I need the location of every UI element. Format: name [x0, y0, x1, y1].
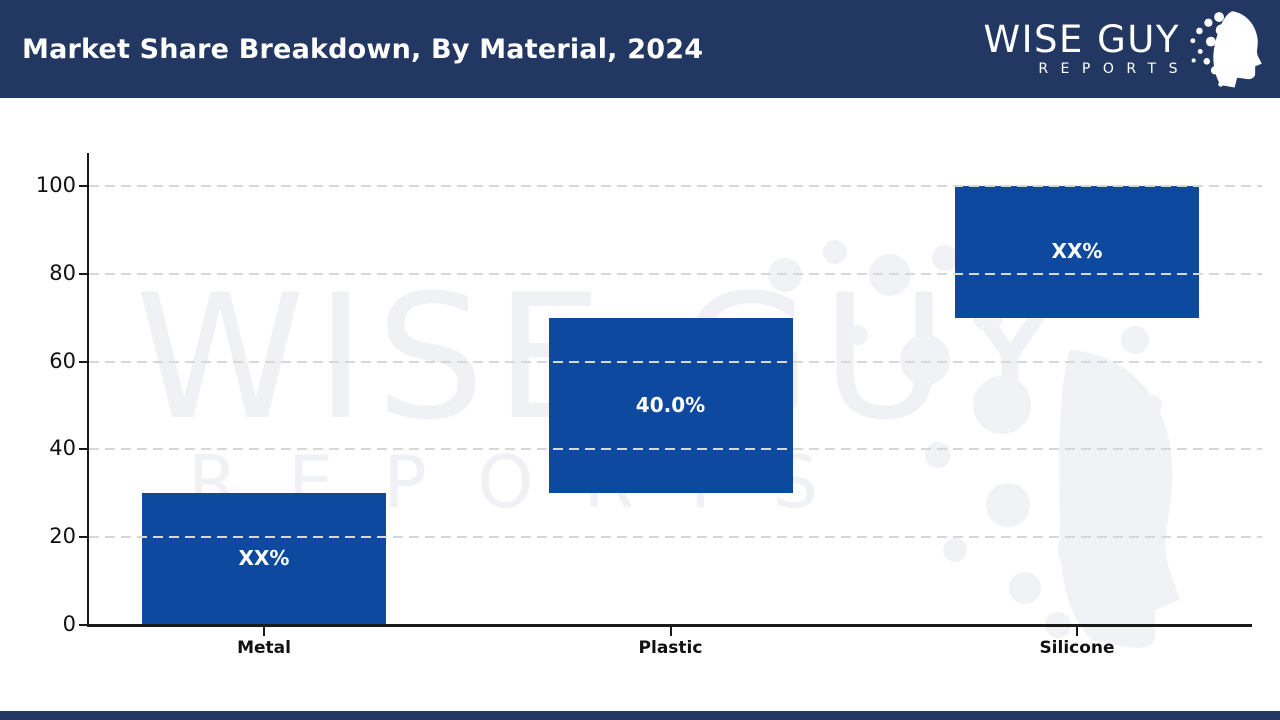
- y-tick-label-20: 20: [49, 524, 76, 549]
- y-tick-20: [79, 536, 87, 539]
- y-tick-label-0: 0: [62, 612, 76, 636]
- bar-value-label-plastic: 40.0%: [635, 392, 706, 417]
- x-tick-metal: [263, 627, 265, 636]
- bar-plastic: [548, 317, 793, 494]
- header-bar: Market Share Breakdown, By Material, 202…: [0, 0, 1280, 98]
- bar-silicone: [955, 186, 1199, 318]
- y-tick-40: [79, 448, 87, 451]
- page-title: Market Share Breakdown, By Material, 202…: [22, 33, 704, 65]
- x-tick-plastic: [669, 627, 672, 636]
- gridline-80: [89, 272, 1262, 275]
- footer-bar: [0, 711, 1280, 720]
- y-tick-80: [79, 272, 87, 275]
- y-tick-100: [79, 185, 87, 187]
- x-axis-label-silicone: Silicone: [1039, 638, 1115, 658]
- bar-value-label-metal: XX%: [238, 546, 290, 571]
- x-axis-line: [87, 624, 1252, 627]
- x-axis-label-metal: Metal: [237, 638, 291, 658]
- gridline-40: [89, 448, 1262, 451]
- x-axis-label-plastic: Plastic: [638, 638, 703, 658]
- y-tick-0: [79, 624, 87, 626]
- y-tick-label-40: 40: [49, 436, 76, 461]
- y-tick-label-100: 100: [35, 173, 76, 197]
- logo-wordmark: WISE GUY: [983, 18, 1180, 62]
- y-tick-60: [79, 360, 87, 363]
- y-tick-label-80: 80: [49, 260, 76, 285]
- logo-face-icon: [1190, 11, 1262, 88]
- gridline-60: [89, 360, 1262, 363]
- gridline-100: [89, 185, 1262, 187]
- bar-value-label-silicone: XX%: [1051, 238, 1103, 263]
- y-axis-line: [87, 153, 89, 627]
- bar-metal: [142, 493, 386, 625]
- x-tick-silicone: [1076, 627, 1078, 636]
- y-tick-label-60: 60: [49, 348, 76, 373]
- brand-logo: WISE GUY REPORTS: [984, 6, 1266, 92]
- logo-subtext: REPORTS: [1038, 60, 1190, 77]
- gridline-20: [89, 536, 1262, 539]
